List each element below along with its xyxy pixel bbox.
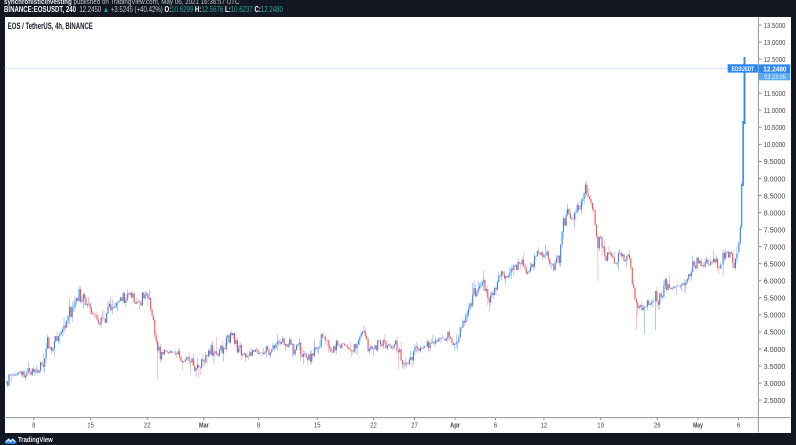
svg-text:13.5000: 13.5000: [764, 21, 786, 30]
svg-text:19: 19: [597, 420, 604, 429]
svg-text:12.2480: 12.2480: [763, 65, 786, 74]
svg-text:9.5000: 9.5000: [764, 157, 786, 166]
svg-text:13.0000: 13.0000: [764, 38, 786, 47]
svg-text:15: 15: [87, 420, 94, 429]
svg-text:10.5000: 10.5000: [764, 123, 786, 132]
svg-text:4.0000: 4.0000: [764, 345, 786, 354]
svg-text:7.0000: 7.0000: [764, 243, 786, 252]
svg-text:6.5000: 6.5000: [764, 260, 786, 269]
svg-text:4.5000: 4.5000: [764, 328, 786, 337]
svg-text:Mar: Mar: [199, 420, 209, 429]
svg-text:6: 6: [494, 420, 497, 429]
svg-text:3.5000: 3.5000: [764, 362, 786, 371]
svg-text:8.5000: 8.5000: [764, 191, 786, 200]
svg-text:22: 22: [370, 420, 377, 429]
svg-text:8: 8: [257, 420, 260, 429]
svg-text:8.0000: 8.0000: [764, 208, 786, 217]
svg-text:EOSUSDT: EOSUSDT: [732, 66, 754, 73]
svg-text:May: May: [693, 420, 703, 429]
svg-text:6.0000: 6.0000: [764, 277, 786, 286]
svg-text:22: 22: [144, 420, 151, 429]
svg-text:3.0000: 3.0000: [764, 379, 786, 388]
svg-text:7.5000: 7.5000: [764, 225, 786, 234]
svg-text:Apr: Apr: [450, 420, 460, 429]
svg-text:11.0000: 11.0000: [764, 106, 786, 115]
svg-text:11.5000: 11.5000: [764, 89, 786, 98]
svg-text:15: 15: [314, 420, 321, 429]
svg-text:03:23:05: 03:23:05: [764, 74, 786, 81]
svg-text:10.0000: 10.0000: [764, 140, 786, 149]
svg-text:9.0000: 9.0000: [764, 174, 786, 183]
svg-text:5.5000: 5.5000: [764, 294, 786, 303]
svg-text:12: 12: [541, 420, 548, 429]
svg-text:8: 8: [32, 420, 35, 429]
svg-text:26: 26: [654, 420, 661, 429]
svg-text:EOS / TetherUS, 4h, BINANCE: EOS / TetherUS, 4h, BINANCE: [8, 21, 93, 31]
svg-text:5.0000: 5.0000: [764, 311, 786, 320]
svg-text:2.5000: 2.5000: [764, 396, 786, 405]
svg-text:27: 27: [411, 420, 418, 429]
svg-text:12.5000: 12.5000: [764, 55, 786, 64]
svg-text:6: 6: [737, 420, 740, 429]
